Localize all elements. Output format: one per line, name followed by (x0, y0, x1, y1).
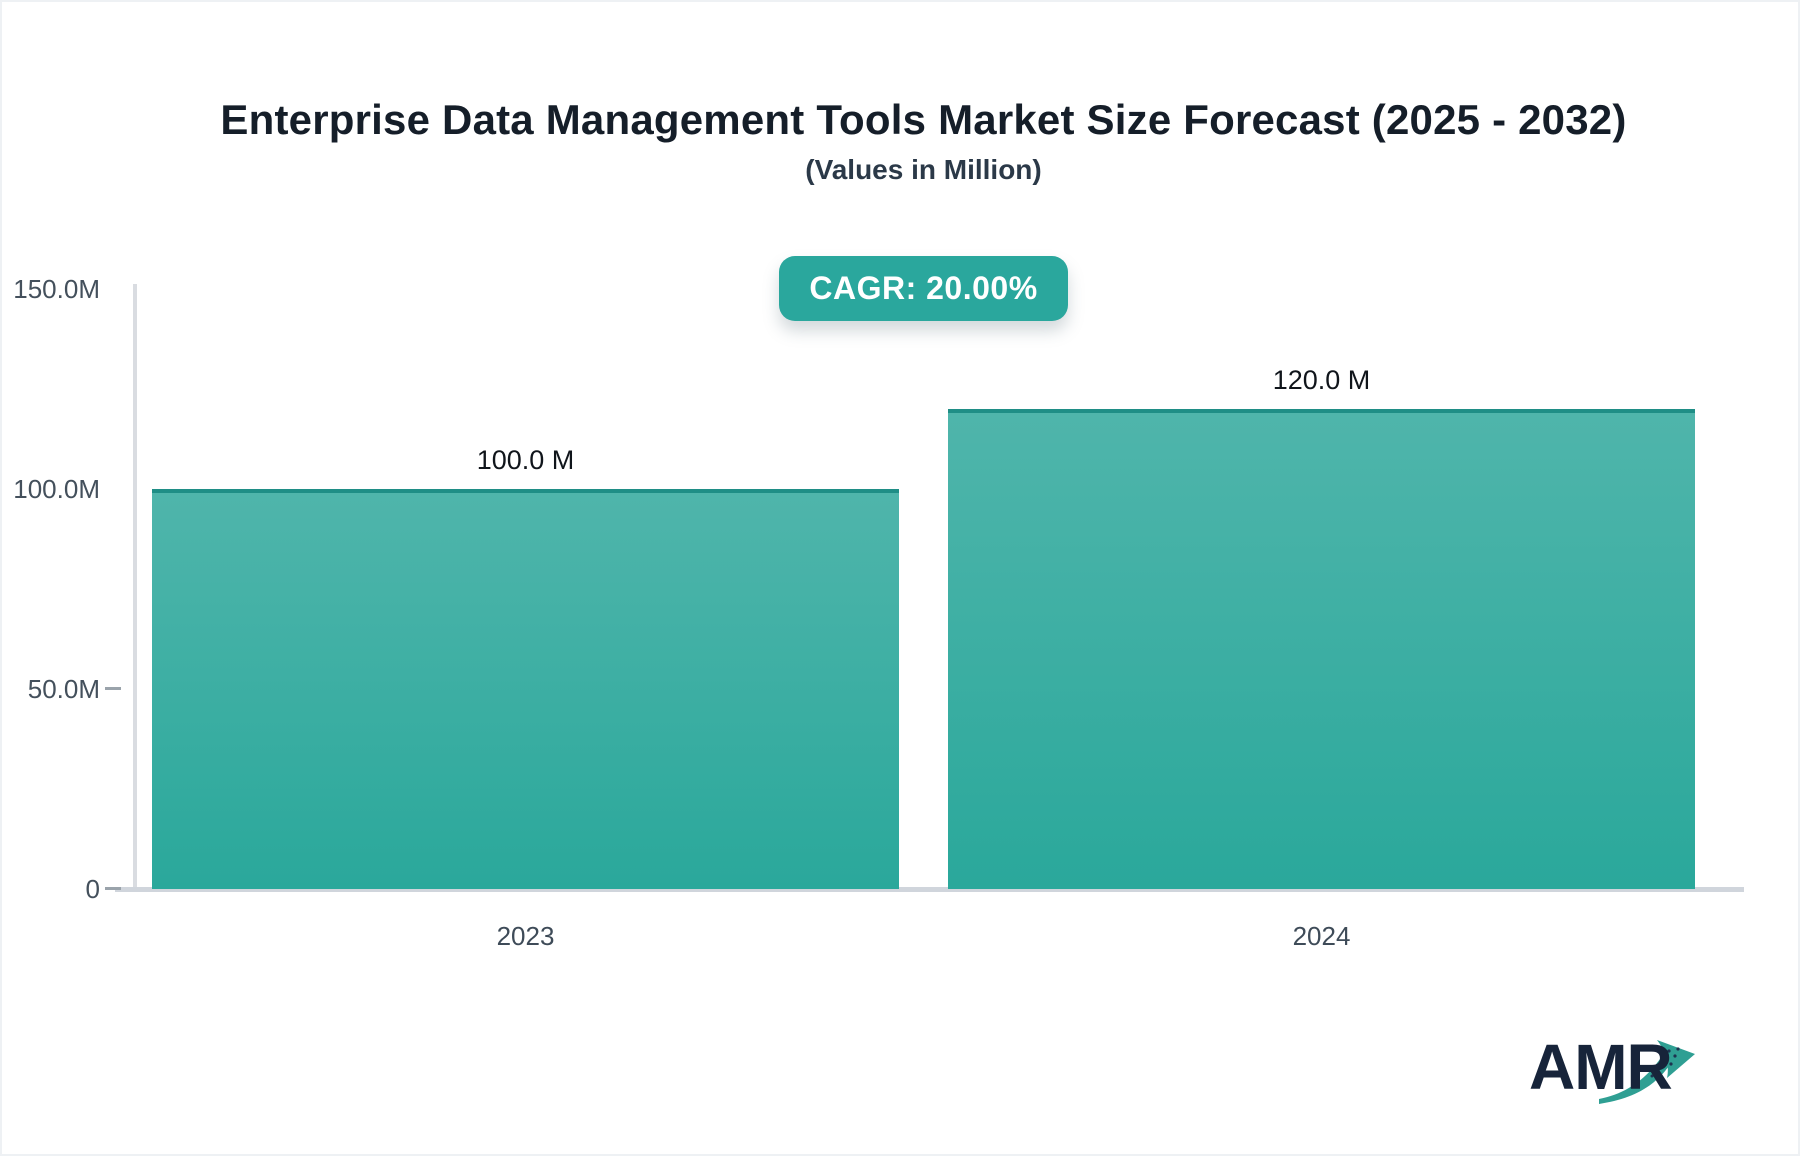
y-axis-label: 150.0M (13, 274, 100, 304)
amr-logo-text: AMR (1529, 1031, 1673, 1103)
y-axis-label: 0 (85, 874, 100, 904)
growth-arrow-icon (1599, 1040, 1695, 1104)
x-axis-label: 2024 (1292, 921, 1351, 951)
brand-logo: AMR (1507, 1028, 1727, 1118)
y-axis-line (133, 284, 137, 891)
y-axis-tick (105, 687, 121, 690)
x-axis-label: 2023 (496, 921, 555, 951)
cagr-badge: CAGR: 20.00% (779, 256, 1068, 321)
y-axis-label: 50.0M (27, 674, 100, 704)
y-axis-tick (105, 887, 121, 890)
bar-value-label: 100.0 M (476, 445, 575, 475)
bar-2024[interactable] (948, 409, 1695, 889)
y-axis-label: 100.0M (13, 474, 100, 504)
bar-2023[interactable] (152, 489, 899, 889)
cagr-badge-wrap: CAGR: 20.00% (152, 256, 1695, 321)
bar-value-label: 120.0 M (1272, 365, 1371, 395)
x-axis-line (115, 887, 1744, 892)
chart-subtitle: (Values in Million) (805, 154, 1042, 185)
page-title: Enterprise Data Management Tools Market … (220, 96, 1627, 143)
